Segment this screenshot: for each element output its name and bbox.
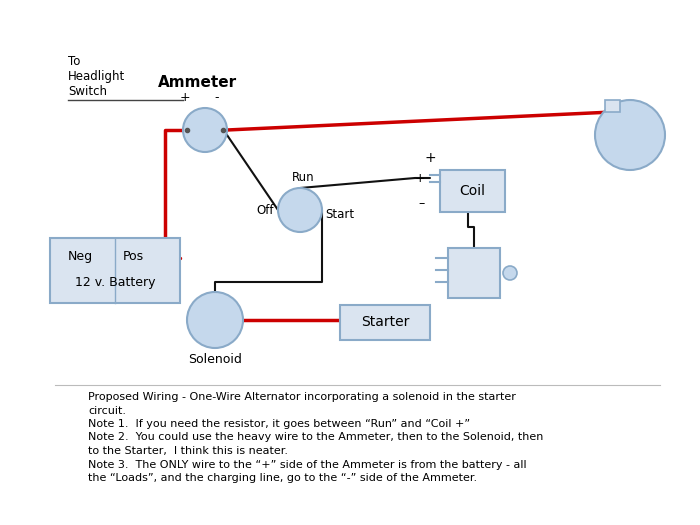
- Text: Pos: Pos: [123, 250, 144, 263]
- Text: circuit.: circuit.: [88, 405, 126, 415]
- Bar: [448, 248, 500, 298]
- Text: Neg: Neg: [68, 250, 93, 263]
- Text: 12 v. Battery: 12 v. Battery: [75, 276, 155, 289]
- Bar: [50, 238, 180, 303]
- Circle shape: [187, 292, 243, 348]
- Text: Off: Off: [256, 204, 274, 216]
- Text: To
Headlight
Switch: To Headlight Switch: [68, 55, 125, 98]
- Text: Mini Alt
12180: Mini Alt 12180: [607, 121, 653, 149]
- Text: –: –: [419, 197, 425, 211]
- Text: +: +: [180, 91, 190, 104]
- Text: Solenoid: Solenoid: [188, 353, 242, 366]
- Text: +: +: [424, 151, 436, 165]
- Text: Ammeter: Ammeter: [158, 75, 237, 90]
- Bar: [605, 100, 620, 112]
- Text: Starter: Starter: [360, 316, 409, 330]
- Text: Proposed Wiring - One-Wire Alternator incorporating a solenoid in the starter: Proposed Wiring - One-Wire Alternator in…: [88, 392, 516, 402]
- Bar: [440, 170, 505, 212]
- Text: to the Starter,  I think this is neater.: to the Starter, I think this is neater.: [88, 446, 288, 456]
- Text: -: -: [215, 91, 219, 104]
- Circle shape: [278, 188, 322, 232]
- Text: Start: Start: [325, 208, 354, 222]
- Text: Coil: Coil: [459, 184, 486, 198]
- Circle shape: [595, 100, 665, 170]
- Bar: [340, 305, 430, 340]
- Text: the “Loads”, and the charging line, go to the “-” side of the Ammeter.: the “Loads”, and the charging line, go t…: [88, 473, 477, 483]
- Text: Run: Run: [292, 171, 314, 184]
- Text: +: +: [414, 172, 425, 184]
- Circle shape: [183, 108, 227, 152]
- Text: Note 1.  If you need the resistor, it goes between “Run” and “Coil +”: Note 1. If you need the resistor, it goe…: [88, 419, 470, 429]
- Text: Note 3.  The ONLY wire to the “+” side of the Ammeter is from the battery - all: Note 3. The ONLY wire to the “+” side of…: [88, 459, 526, 469]
- Text: Note 2.  You could use the heavy wire to the Ammeter, then to the Solenoid, then: Note 2. You could use the heavy wire to …: [88, 433, 543, 443]
- Circle shape: [503, 266, 517, 280]
